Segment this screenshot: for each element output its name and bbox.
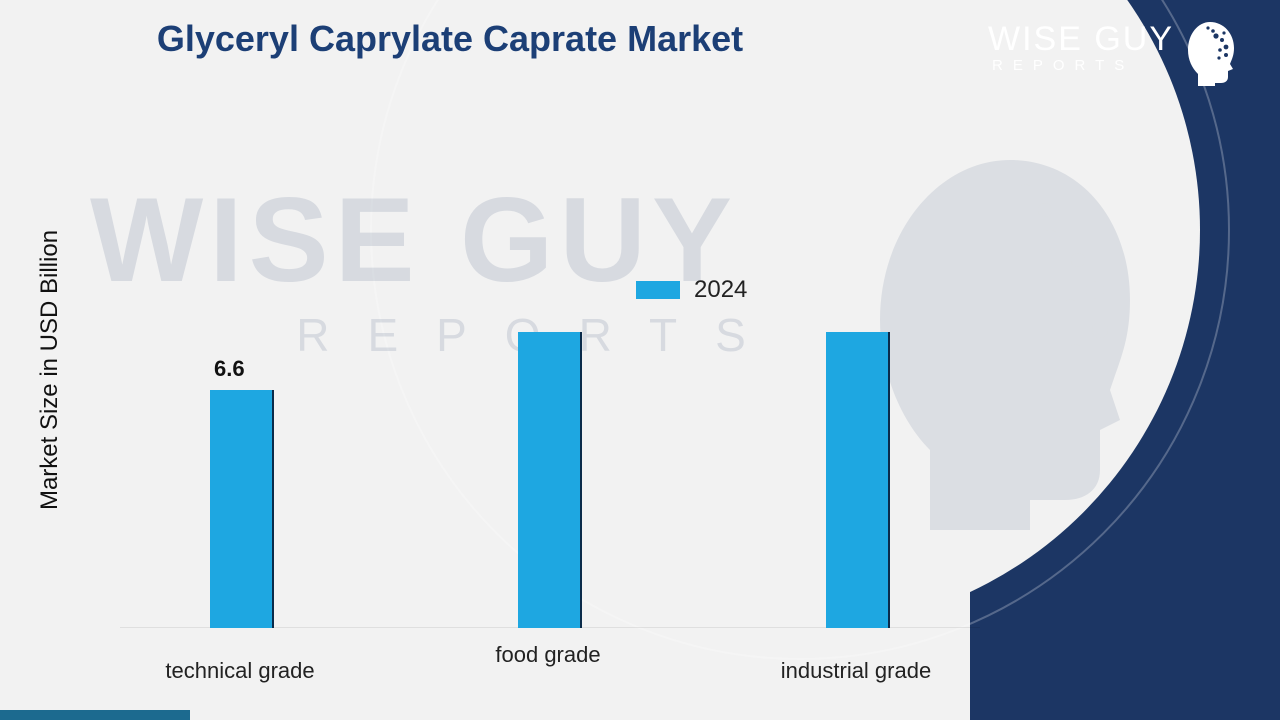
category-label-food-grade: food grade xyxy=(468,642,628,668)
bar-food-grade xyxy=(518,332,582,628)
stage: WISE GUY REPORTS Glyceryl Caprylate Capr… xyxy=(0,0,1280,720)
chart-title: Glyceryl Caprylate Caprate Market xyxy=(0,18,900,60)
category-text: industrial grade xyxy=(781,658,931,683)
brand-main-text: WISE GUY xyxy=(988,20,1174,59)
legend-label: 2024 xyxy=(694,276,747,304)
bar-industrial-grade xyxy=(826,332,890,628)
legend: 2024 xyxy=(636,276,747,304)
category-text: technical grade xyxy=(165,658,314,683)
brand-sub-text: REPORTS xyxy=(992,57,1174,74)
brand-head-icon xyxy=(1180,20,1238,86)
y-axis-label: Market Size in USD Billion xyxy=(36,230,64,510)
category-label-industrial-grade: industrial grade xyxy=(776,658,936,684)
accent-bar xyxy=(0,710,190,720)
legend-swatch xyxy=(636,281,680,299)
category-label-technical-grade: technical grade xyxy=(160,658,320,684)
bar-technical-grade xyxy=(210,390,274,628)
category-text: food grade xyxy=(495,642,600,667)
bar-value-technical-grade: 6.6 xyxy=(214,356,245,382)
brand-logo: WISE GUY REPORTS xyxy=(988,20,1258,86)
